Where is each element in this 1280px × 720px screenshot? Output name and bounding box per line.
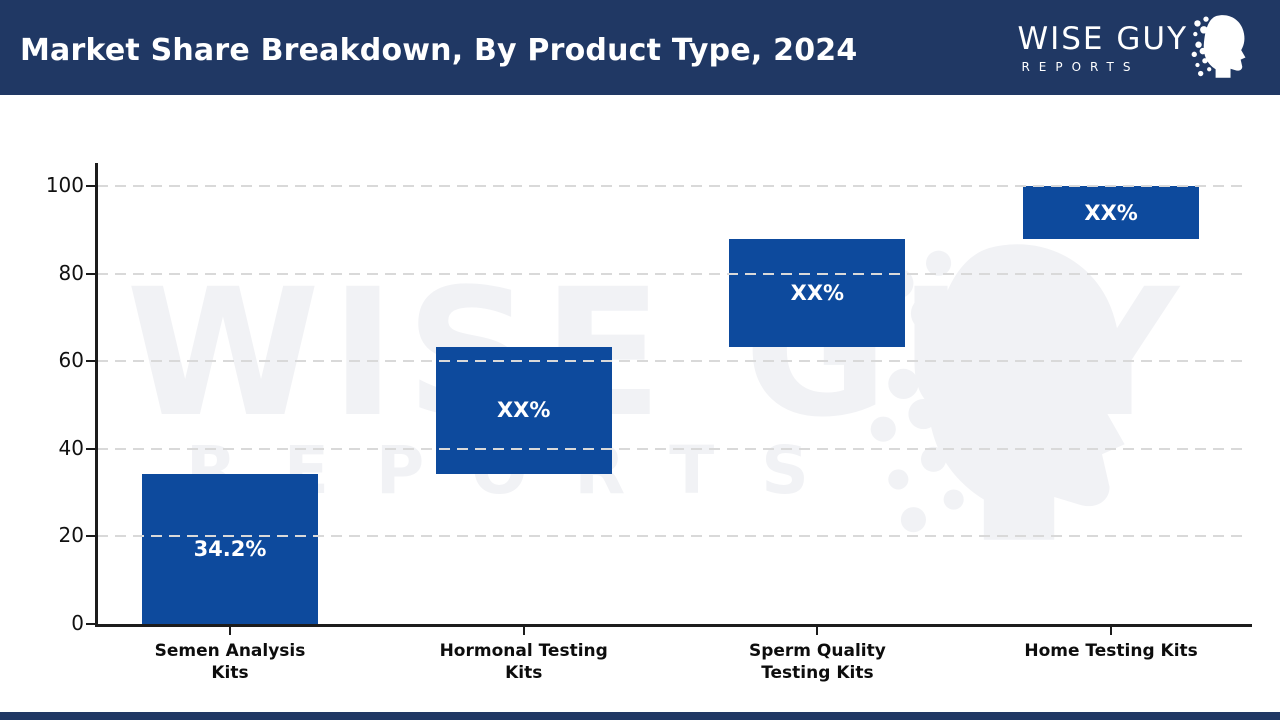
x-axis-label-sperm-quality-testing-kits: Sperm Quality Testing Kits (748, 641, 886, 684)
gridline-40 (97, 447, 1248, 450)
y-axis-line (95, 163, 98, 627)
x-tick-mark-2 (816, 627, 819, 635)
bar-sperm-quality-testing-kits (729, 239, 906, 347)
y-tick-mark-0 (86, 623, 95, 625)
header-bar: Market Share Breakdown, By Product Type,… (0, 0, 1280, 95)
bar-value-label-semen-analysis-kits: 34.2% (193, 537, 267, 562)
bar-home-testing-kits (1023, 186, 1200, 240)
bar-semen-analysis-kits (142, 474, 318, 624)
gridline-60 (97, 360, 1248, 363)
bar-value-label-home-testing-kits: XX% (1084, 200, 1138, 225)
y-tick-mark-60 (86, 360, 95, 363)
bar-value-label-sperm-quality-testing-kits: XX% (790, 281, 845, 306)
y-tick-label-40: 40 (58, 435, 84, 460)
y-tick-label-0: 0 (71, 611, 84, 635)
y-tick-mark-20 (86, 535, 95, 538)
x-axis-label-semen-analysis-kits: Semen Analysis Kits (154, 641, 306, 684)
y-tick-label-20: 20 (58, 523, 84, 548)
chart-title: Market Share Breakdown, By Product Type,… (20, 33, 858, 68)
logo-wordmark: WISE GUY (1017, 20, 1188, 57)
y-tick-mark-100 (86, 185, 95, 187)
wiseguy-head-icon (1190, 10, 1254, 88)
gridline-80 (97, 272, 1248, 275)
x-axis-label-hormonal-testing-kits: Hormonal Testing Kits (439, 641, 608, 684)
wiseguy-logo: WISE GUY REPORTS (1017, 8, 1254, 88)
x-axis-line (95, 624, 1252, 627)
y-tick-mark-80 (86, 272, 95, 275)
gridline-100 (97, 185, 1248, 187)
x-tick-mark-1 (522, 627, 525, 635)
x-axis-label-home-testing-kits: Home Testing Kits (1024, 641, 1198, 661)
y-tick-mark-40 (86, 447, 95, 450)
y-tick-label-80: 80 (58, 260, 84, 285)
logo-text: WISE GUY REPORTS (1017, 20, 1188, 74)
bar-hormonal-testing-kits (435, 346, 612, 475)
gridline-20 (97, 535, 1248, 538)
x-tick-mark-0 (229, 627, 231, 635)
bar-value-label-hormonal-testing-kits: XX% (496, 398, 551, 423)
y-tick-label-60: 60 (58, 348, 84, 373)
x-tick-mark-3 (1110, 627, 1113, 635)
logo-subtext: REPORTS (1021, 59, 1140, 74)
y-tick-label-100: 100 (45, 173, 84, 197)
footer-bar (0, 712, 1280, 720)
